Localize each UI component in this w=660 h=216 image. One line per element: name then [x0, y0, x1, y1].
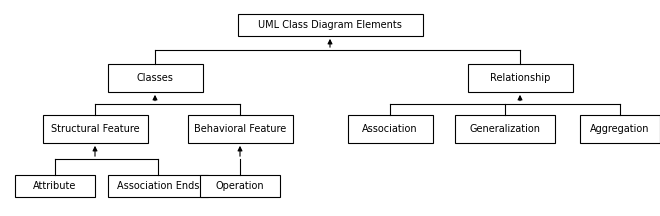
Bar [467, 64, 572, 92]
Bar [238, 14, 422, 36]
Text: Aggregation: Aggregation [590, 124, 649, 134]
Text: Behavioral Feature: Behavioral Feature [194, 124, 286, 134]
Bar [580, 115, 660, 143]
Bar [348, 115, 432, 143]
Bar [455, 115, 555, 143]
Text: UML Class Diagram Elements: UML Class Diagram Elements [258, 20, 402, 30]
Bar [42, 115, 147, 143]
Text: Relationship: Relationship [490, 73, 550, 83]
Text: Generalization: Generalization [469, 124, 541, 134]
Bar [108, 64, 203, 92]
Bar [15, 175, 95, 197]
Bar [108, 175, 208, 197]
Bar [187, 115, 292, 143]
Text: Association: Association [362, 124, 418, 134]
Bar [200, 175, 280, 197]
Text: Association Ends: Association Ends [117, 181, 199, 191]
Text: Classes: Classes [137, 73, 174, 83]
Text: Operation: Operation [216, 181, 264, 191]
Text: Structural Feature: Structural Feature [51, 124, 139, 134]
Text: Attribute: Attribute [33, 181, 77, 191]
